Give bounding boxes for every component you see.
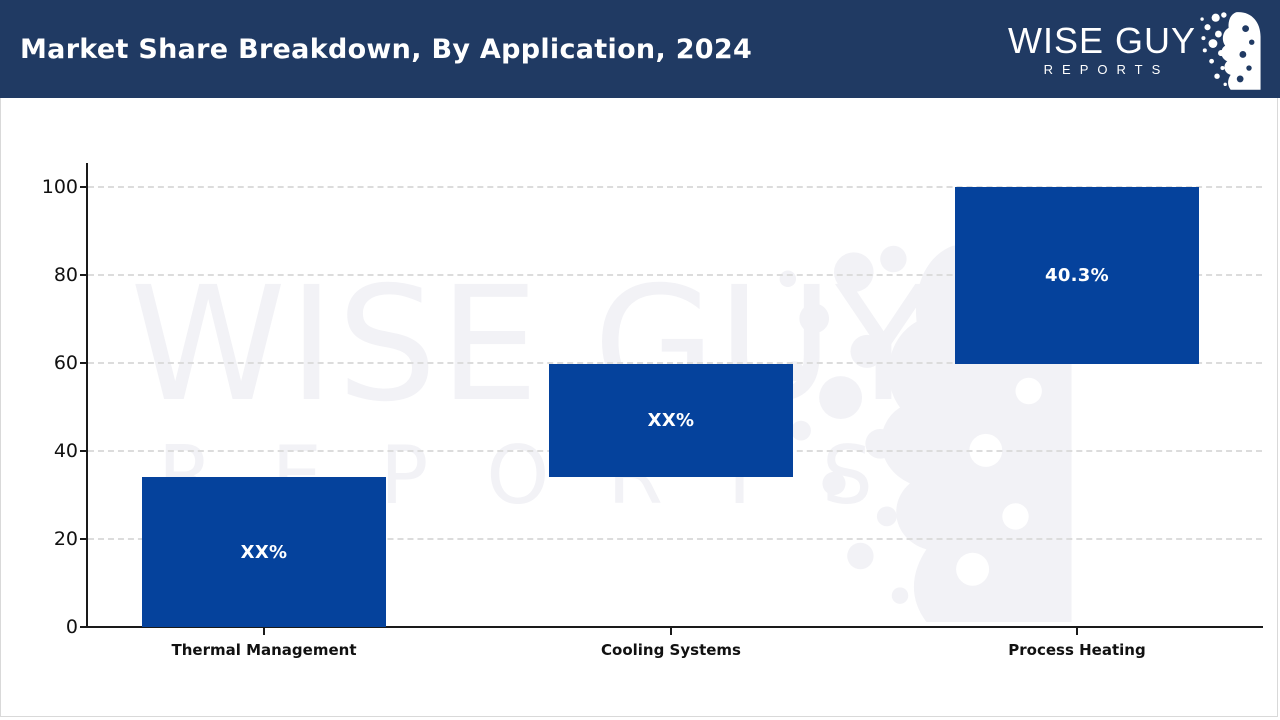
gridline-60 bbox=[88, 362, 1262, 364]
bar-cooling-systems: XX% bbox=[549, 364, 793, 478]
gridline-20 bbox=[88, 538, 1262, 540]
y-axis-tick-label-20: 20 bbox=[53, 528, 78, 550]
x-axis-tick-process-heating bbox=[1076, 628, 1078, 635]
y-axis-tick-60 bbox=[80, 362, 88, 364]
logo-text: WISE GUY REPORTS bbox=[1008, 21, 1196, 77]
x-axis-tick-cooling-systems bbox=[670, 628, 672, 635]
y-axis-tick-label-100: 100 bbox=[41, 176, 78, 198]
y-axis-tick-40 bbox=[80, 450, 88, 452]
y-axis-tick-label-40: 40 bbox=[53, 440, 78, 462]
x-axis-label-cooling-systems: Cooling Systems bbox=[601, 641, 741, 659]
logo-face-icon bbox=[1200, 12, 1261, 90]
gridline-80 bbox=[88, 274, 1262, 276]
x-axis-label-process-heating: Process Heating bbox=[1008, 641, 1146, 659]
y-axis-tick-80 bbox=[80, 274, 88, 276]
bar-value-label: 40.3% bbox=[1045, 265, 1109, 287]
x-axis-tick-thermal-management bbox=[263, 628, 265, 635]
logo-wordmark: WISE GUY bbox=[1007, 20, 1196, 62]
y-axis-tick-100 bbox=[80, 186, 88, 188]
y-axis-tick-label-80: 80 bbox=[53, 264, 78, 286]
y-axis-tick-0 bbox=[80, 626, 88, 628]
bar-thermal-management: XX% bbox=[142, 477, 386, 627]
y-axis-tick-label-0: 0 bbox=[65, 616, 78, 638]
y-axis-tick-20 bbox=[80, 538, 88, 540]
bar-value-label: XX% bbox=[647, 410, 695, 432]
bar-process-heating: 40.3% bbox=[955, 187, 1199, 365]
logo-subtitle: REPORTS bbox=[1043, 61, 1170, 77]
header: Market Share Breakdown, By Application, … bbox=[0, 0, 1280, 98]
wise-guy-reports-logo: WISE GUY REPORTS bbox=[1008, 8, 1266, 90]
y-axis-line bbox=[86, 163, 88, 628]
x-axis-line bbox=[86, 626, 1263, 628]
gridline-100 bbox=[88, 186, 1262, 188]
bar-value-label: XX% bbox=[240, 541, 288, 563]
x-axis-label-thermal-management: Thermal Management bbox=[171, 641, 357, 659]
page-title: Market Share Breakdown, By Application, … bbox=[20, 33, 753, 65]
y-axis-tick-label-60: 60 bbox=[53, 352, 78, 374]
